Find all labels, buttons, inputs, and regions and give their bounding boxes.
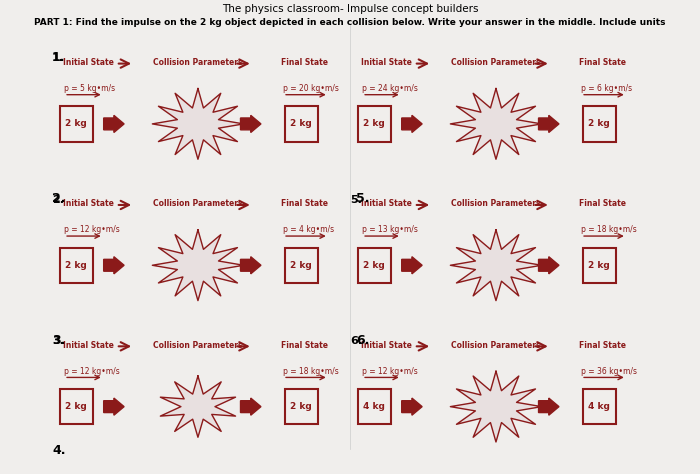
Text: 1.: 1. <box>52 51 66 64</box>
Text: 4.: 4. <box>52 444 66 457</box>
Text: 2 kg: 2 kg <box>290 402 312 411</box>
Text: 2 kg: 2 kg <box>65 261 88 270</box>
Text: p = 4 kg•m/s: p = 4 kg•m/s <box>283 226 334 235</box>
Text: p = 36 kg•m/s: p = 36 kg•m/s <box>581 367 637 376</box>
Text: The physics classroom- Impulse concept builders: The physics classroom- Impulse concept b… <box>222 4 478 14</box>
Text: Initial State: Initial State <box>361 58 412 67</box>
Polygon shape <box>450 230 542 301</box>
Text: 2 kg: 2 kg <box>65 119 88 128</box>
Text: 6.: 6. <box>356 334 370 346</box>
FancyArrow shape <box>241 398 261 415</box>
Polygon shape <box>160 376 235 438</box>
Text: 3.: 3. <box>52 334 65 346</box>
Text: 6.: 6. <box>350 336 362 346</box>
Text: p = 20 kg•m/s: p = 20 kg•m/s <box>283 84 339 93</box>
Text: 2 kg: 2 kg <box>290 261 312 270</box>
Polygon shape <box>153 89 244 159</box>
Text: 2 kg: 2 kg <box>363 119 385 128</box>
Text: Final State: Final State <box>579 341 626 350</box>
Text: Final State: Final State <box>579 58 626 67</box>
Text: Final State: Final State <box>281 341 328 350</box>
Text: 4 kg: 4 kg <box>363 402 385 411</box>
Text: 2 kg: 2 kg <box>290 119 312 128</box>
Text: 1.: 1. <box>52 53 64 63</box>
FancyArrow shape <box>104 257 124 274</box>
FancyArrow shape <box>538 115 559 132</box>
FancyArrow shape <box>241 257 261 274</box>
FancyArrow shape <box>241 115 261 132</box>
Text: p = 12 kg•m/s: p = 12 kg•m/s <box>64 226 120 235</box>
Text: p = 12 kg•m/s: p = 12 kg•m/s <box>64 367 120 376</box>
Text: Collision Parameters: Collision Parameters <box>153 341 243 350</box>
Text: 5.: 5. <box>356 192 370 205</box>
Text: 2.: 2. <box>52 192 66 205</box>
Text: Collision Parameters: Collision Parameters <box>452 58 540 67</box>
FancyArrow shape <box>104 115 124 132</box>
Text: p = 5 kg•m/s: p = 5 kg•m/s <box>64 84 116 93</box>
Polygon shape <box>450 89 542 159</box>
Text: p = 6 kg•m/s: p = 6 kg•m/s <box>581 84 632 93</box>
Text: 3.: 3. <box>52 336 64 346</box>
FancyArrow shape <box>402 398 422 415</box>
FancyArrow shape <box>402 115 422 132</box>
Text: Final State: Final State <box>579 199 626 208</box>
Text: 2 kg: 2 kg <box>363 261 385 270</box>
Text: 5.: 5. <box>350 195 362 205</box>
FancyArrow shape <box>402 257 422 274</box>
Text: Initial State: Initial State <box>63 341 114 350</box>
Text: Final State: Final State <box>281 58 328 67</box>
Polygon shape <box>450 371 542 442</box>
Text: PART 1: Find the impulse on the 2 kg object depicted in each collision below. Wr: PART 1: Find the impulse on the 2 kg obj… <box>34 18 666 27</box>
Text: Initial State: Initial State <box>361 199 412 208</box>
Text: p = 18 kg•m/s: p = 18 kg•m/s <box>581 226 637 235</box>
Text: Collision Parameters: Collision Parameters <box>452 199 540 208</box>
Text: Final State: Final State <box>281 199 328 208</box>
Text: p = 13 kg•m/s: p = 13 kg•m/s <box>362 226 418 235</box>
Text: 2 kg: 2 kg <box>65 402 88 411</box>
Text: 2.: 2. <box>52 195 64 205</box>
Text: Initial State: Initial State <box>63 199 114 208</box>
Text: 4 kg: 4 kg <box>589 402 610 411</box>
Text: Initial State: Initial State <box>361 341 412 350</box>
Text: p = 24 kg•m/s: p = 24 kg•m/s <box>362 84 418 93</box>
Text: Collision Parameters: Collision Parameters <box>452 341 540 350</box>
Text: p = 12 kg•m/s: p = 12 kg•m/s <box>362 367 418 376</box>
Text: Collision Parameters: Collision Parameters <box>153 58 243 67</box>
Text: Collision Parameters: Collision Parameters <box>153 199 243 208</box>
Text: 2 kg: 2 kg <box>589 261 610 270</box>
FancyArrow shape <box>538 257 559 274</box>
Text: Initial State: Initial State <box>63 58 114 67</box>
FancyArrow shape <box>104 398 124 415</box>
FancyArrow shape <box>538 398 559 415</box>
Text: 2 kg: 2 kg <box>589 119 610 128</box>
Text: p = 18 kg•m/s: p = 18 kg•m/s <box>283 367 339 376</box>
Polygon shape <box>153 230 244 301</box>
